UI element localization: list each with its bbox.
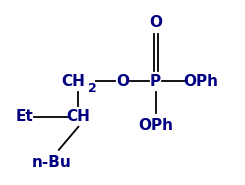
- Text: P: P: [150, 74, 161, 89]
- Text: O: O: [149, 15, 162, 30]
- Text: O: O: [116, 74, 129, 89]
- Text: CH: CH: [61, 74, 86, 89]
- Text: CH: CH: [66, 109, 90, 124]
- Text: n-Bu: n-Bu: [32, 155, 71, 170]
- Text: Et: Et: [16, 109, 33, 124]
- Text: 2: 2: [88, 82, 97, 95]
- Text: OPh: OPh: [138, 118, 173, 133]
- Text: OPh: OPh: [184, 74, 218, 89]
